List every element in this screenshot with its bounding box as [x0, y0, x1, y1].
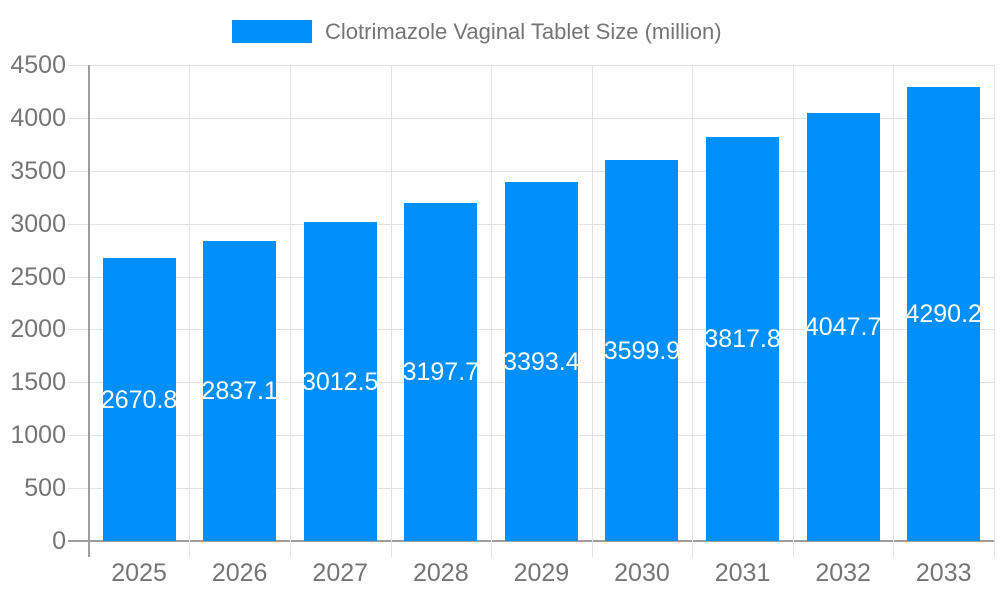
bar[interactable] — [102, 258, 176, 541]
x-axis-tick-label: 2033 — [915, 559, 972, 587]
x-axis-tick-label: 2031 — [714, 559, 771, 587]
bar[interactable] — [303, 222, 377, 541]
y-axis-tick-label: 3500 — [10, 156, 66, 185]
x-gridline — [792, 65, 794, 557]
y-axis-tick-label: 2500 — [10, 262, 66, 291]
x-axis-tick-label: 2029 — [513, 559, 570, 587]
x-gridline — [692, 65, 694, 557]
x-axis-tick-label: 2032 — [815, 559, 871, 587]
y-axis-tick-label: 1000 — [10, 421, 66, 450]
x-gridline — [591, 65, 593, 557]
x-axis-baseline — [67, 540, 994, 542]
y-axis-tick-label: 2000 — [10, 315, 66, 344]
bar[interactable] — [404, 202, 478, 541]
y-axis-tick-label: 500 — [24, 474, 66, 503]
x-axis-tick-label: 2026 — [211, 559, 268, 587]
x-axis-tick-label: 2028 — [413, 559, 469, 587]
x-axis-tick-label: 2025 — [111, 559, 167, 587]
y-axis-tick-label: 0 — [52, 527, 66, 555]
bar[interactable] — [504, 182, 578, 541]
y-gridline — [67, 65, 994, 66]
legend-item[interactable]: Clotrimazole Vaginal Tablet Size (millio… — [232, 19, 722, 44]
bar[interactable] — [605, 160, 679, 541]
x-gridline — [893, 65, 895, 557]
y-axis-tick-label: 4500 — [10, 51, 66, 79]
bar[interactable] — [907, 87, 981, 541]
x-axis-tick-label: 2027 — [312, 559, 369, 587]
bar[interactable] — [706, 137, 780, 541]
y-axis-line — [87, 65, 90, 557]
x-gridline — [189, 65, 191, 557]
legend-swatch-icon — [232, 20, 312, 43]
bar[interactable] — [203, 240, 277, 541]
x-gridline — [289, 65, 291, 557]
x-axis-tick-label: 2030 — [614, 559, 670, 587]
y-axis-tick-label: 1500 — [10, 368, 66, 397]
x-gridline — [491, 65, 493, 557]
y-gridline — [67, 170, 994, 172]
bar[interactable] — [806, 112, 880, 541]
y-axis-tick-label: 3000 — [10, 209, 66, 238]
legend-label: Clotrimazole Vaginal Tablet Size (millio… — [325, 19, 722, 44]
x-gridline — [994, 65, 995, 557]
y-axis-tick-label: 4000 — [10, 103, 66, 132]
y-gridline — [67, 117, 994, 119]
x-gridline — [390, 65, 392, 557]
